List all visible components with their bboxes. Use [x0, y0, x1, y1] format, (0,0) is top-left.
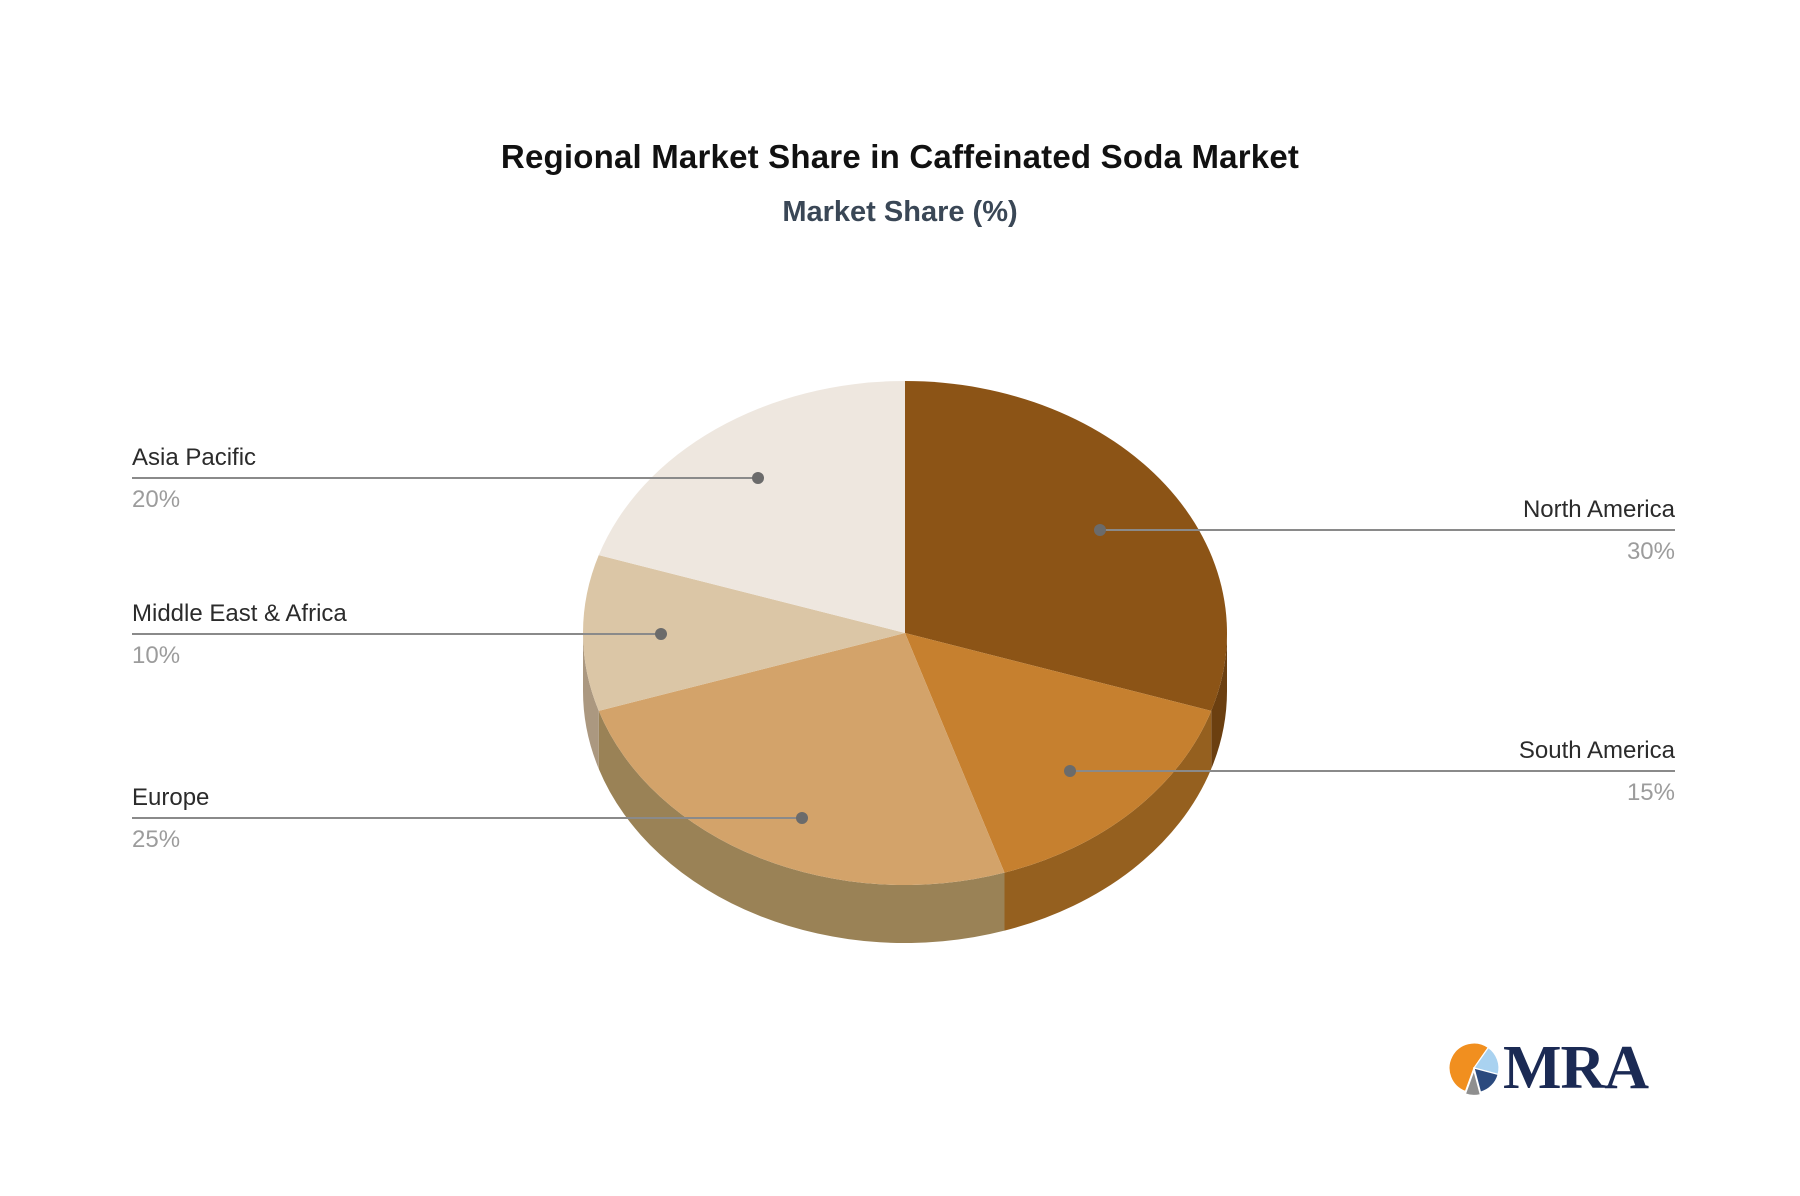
- pie-slice-europe: [598, 633, 1005, 885]
- logo-icon-navy-slice: [1473, 1067, 1499, 1093]
- chart-title: Regional Market Share in Caffeinated Sod…: [500, 138, 1300, 175]
- logo: MRA: [1447, 1034, 1649, 1102]
- pie-slice-side-europe: [598, 710, 1005, 943]
- slice-percent-south-america: 15%: [1626, 779, 1675, 806]
- pie-slice-middle-east-africa: [583, 555, 905, 711]
- pie-slice-south-america: [905, 633, 1212, 873]
- connector-dot-south-america: [1064, 765, 1076, 777]
- connector-dot-north-america: [1094, 524, 1106, 536]
- pie-slice-asia-pacific: [598, 381, 905, 633]
- pie-slice-north-america: [905, 381, 1228, 711]
- slice-label-south-america: South America: [1518, 737, 1675, 764]
- slice-percent-north-america: 30%: [1626, 538, 1675, 565]
- connector-dot-middle-east-africa: [655, 628, 667, 640]
- slice-percent-asia-pacific: 20%: [132, 486, 181, 513]
- logo-text: MRA: [1503, 1034, 1649, 1102]
- pie-slice-side-north-america: [1211, 633, 1227, 769]
- pie-slice-side-middle-east-africa: [583, 633, 599, 769]
- chart-subtitle: Market Share (%): [782, 196, 1018, 228]
- connector-dot-europe: [796, 812, 808, 824]
- logo-icon-orange-slice: [1448, 1042, 1490, 1093]
- logo-pie-icon: [1448, 1042, 1500, 1095]
- slice-label-north-america: North America: [1522, 496, 1675, 523]
- slice-percent-europe: 25%: [132, 826, 181, 853]
- logo-icon-gray-slice: [1464, 1068, 1482, 1095]
- slice-label-middle-east-africa: Middle East & Africa: [132, 600, 347, 627]
- slice-percent-middle-east-africa: 10%: [132, 642, 181, 669]
- pie-slice-side-south-america: [1004, 710, 1212, 931]
- slice-label-asia-pacific: Asia Pacific: [132, 444, 257, 471]
- slice-label-europe: Europe: [132, 784, 210, 811]
- connector-dot-asia-pacific: [752, 472, 764, 484]
